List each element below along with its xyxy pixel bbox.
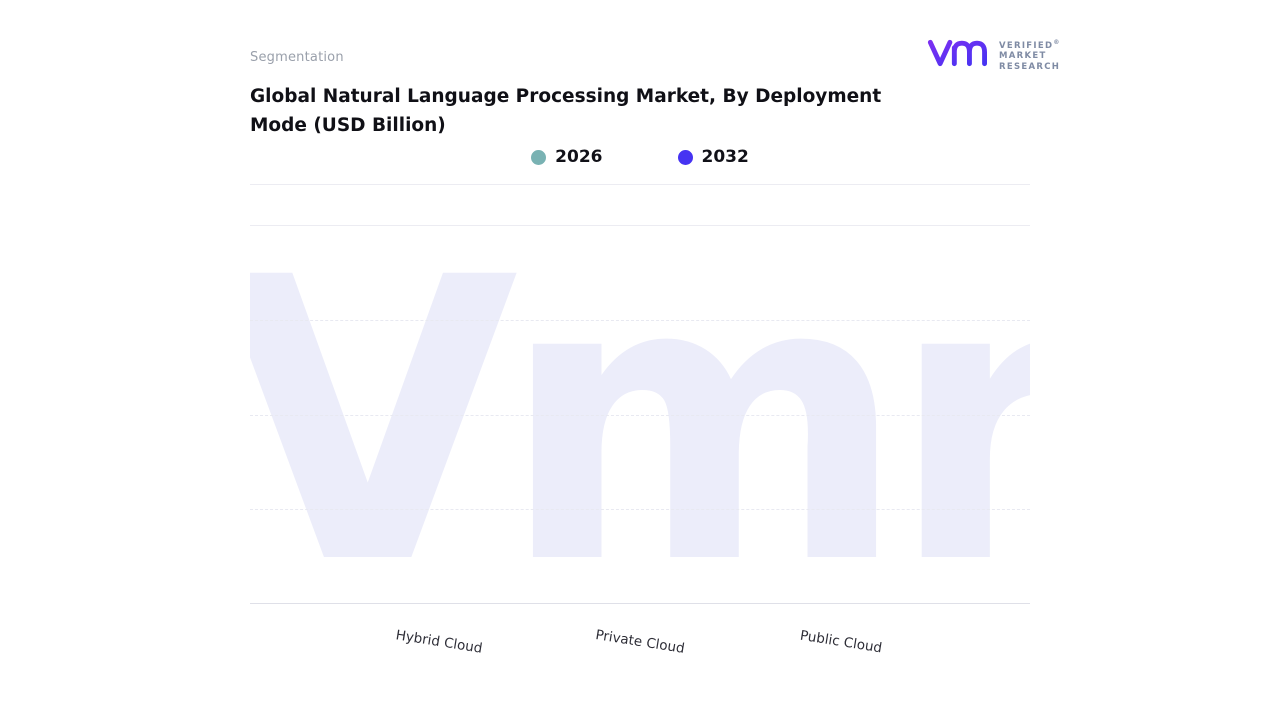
gridline: [250, 320, 1030, 322]
vmr-watermark: Vmr: [250, 225, 1030, 604]
legend-swatch-2032: [677, 149, 693, 165]
chart-title-line1: Global Natural Language Processing Marke…: [250, 86, 882, 107]
category-axis: Hybrid Cloud Private Cloud Public Cloud: [250, 610, 1030, 690]
gridline: [250, 414, 1030, 416]
legend-item-2032: 2032: [677, 147, 749, 167]
vmr-logo-line2: MARKET: [999, 51, 1047, 62]
category-label-public-cloud: Public Cloud: [799, 627, 884, 657]
chart-title-line2: Mode (USD Billion): [250, 115, 446, 136]
category-label-hybrid-cloud: Hybrid Cloud: [394, 627, 484, 657]
section-eyebrow: Segmentation: [250, 50, 344, 65]
registered-mark: ®: [1053, 38, 1061, 46]
vmr-logo-mark-icon: [925, 34, 989, 76]
legend-item-2026: 2026: [531, 147, 603, 167]
plot-area: Vmr: [250, 225, 1030, 604]
gridline: [250, 508, 1030, 510]
legend-swatch-2026: [531, 149, 547, 165]
chart-title: Global Natural Language Processing Marke…: [250, 82, 890, 140]
category-label-private-cloud: Private Cloud: [594, 627, 686, 657]
vmr-logo-line1: VERIFIED®: [999, 38, 1061, 51]
legend-label-2032: 2032: [701, 147, 749, 167]
legend-label-2026: 2026: [555, 147, 603, 167]
vmr-logo-text: VERIFIED® MARKET RESEARCH: [999, 38, 1061, 72]
vmr-logo: VERIFIED® MARKET RESEARCH: [925, 34, 1061, 76]
vmr-logo-line3: RESEARCH: [999, 61, 1061, 72]
header-separator: [250, 184, 1030, 185]
chart-legend: 2026 2032: [250, 147, 1030, 167]
